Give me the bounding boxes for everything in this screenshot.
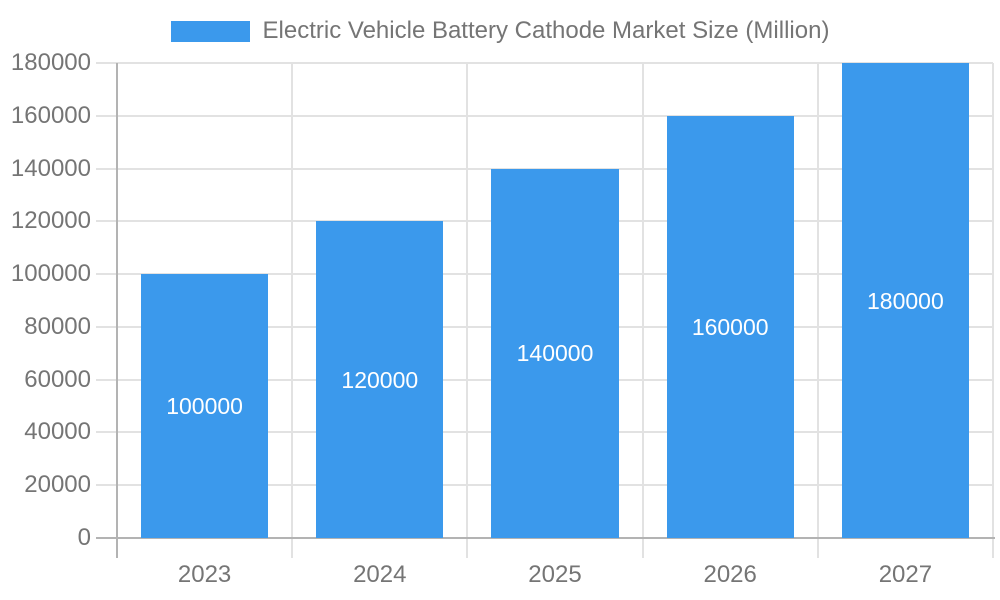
y-tick-label: 20000 [24, 471, 91, 499]
bar [141, 274, 269, 538]
y-tick [96, 62, 117, 64]
y-tick-label: 0 [77, 524, 91, 551]
y-tick-label: 60000 [24, 365, 91, 393]
y-tick-label: 180000 [10, 49, 91, 76]
gridline-v [641, 63, 644, 538]
bar [491, 168, 619, 538]
y-tick [96, 167, 117, 170]
y-tick [96, 378, 117, 381]
x-axis-line [96, 537, 995, 539]
y-tick-label: 100000 [10, 260, 91, 288]
y-tick [96, 114, 117, 117]
x-tick-label: 2026 [703, 561, 757, 588]
x-tick [291, 538, 294, 558]
bar-value-label: 180000 [867, 287, 944, 314]
bar-value-label: 160000 [691, 313, 769, 340]
bar [841, 63, 969, 538]
x-tick [466, 538, 469, 558]
y-axis-line [116, 63, 118, 558]
y-tick-label: 140000 [10, 154, 91, 182]
x-tick [816, 538, 819, 558]
y-tick [96, 273, 117, 276]
legend-swatch[interactable] [170, 20, 250, 42]
y-tick-label: 120000 [10, 207, 91, 235]
bar [316, 221, 444, 538]
gridline-v [466, 63, 469, 538]
x-tick-label: 2023 [177, 561, 232, 588]
gridline-v [816, 63, 819, 538]
y-tick [96, 220, 117, 223]
bar-value-label: 140000 [516, 340, 594, 367]
x-tick [641, 538, 644, 558]
legend-label[interactable]: Electric Vehicle Battery Cathode Market … [262, 17, 830, 44]
x-tick [992, 538, 994, 558]
gridline-h [117, 62, 993, 64]
y-tick [96, 325, 117, 328]
y-tick [96, 431, 117, 434]
bar [666, 115, 794, 538]
gridline-v [291, 63, 294, 538]
y-tick-label: 40000 [24, 418, 91, 446]
x-tick-label: 2024 [353, 561, 407, 588]
x-tick-label: 2027 [878, 561, 933, 588]
x-tick-label: 2025 [528, 561, 582, 588]
y-tick-label: 160000 [10, 101, 91, 129]
y-tick [96, 484, 117, 487]
chart-legend: Electric Vehicle Battery Cathode Market … [0, 10, 1000, 52]
gridline-v [992, 63, 994, 538]
y-tick-label: 80000 [24, 312, 91, 340]
bar-value-label: 100000 [166, 393, 243, 420]
gridline-h [117, 114, 993, 117]
bar-value-label: 120000 [341, 366, 419, 393]
